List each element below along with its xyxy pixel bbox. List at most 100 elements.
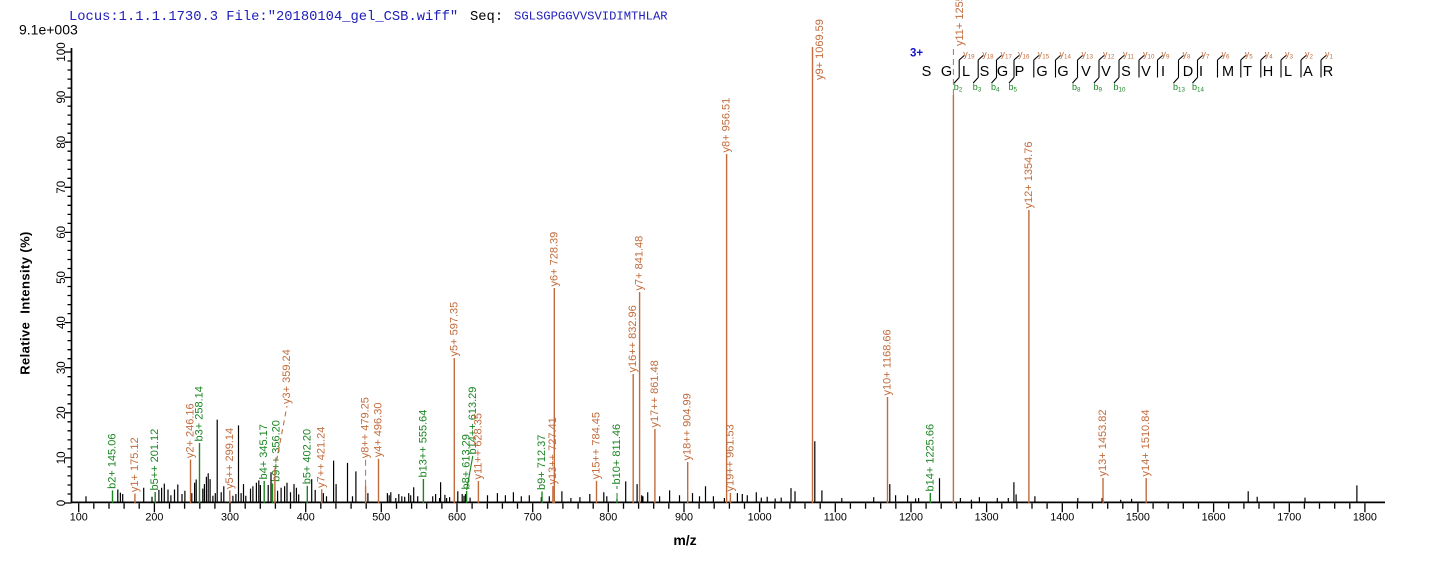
svg-text:1100: 1100 bbox=[824, 512, 847, 524]
svg-text:SGLSGPGGVVSVIDIMTHLAR: SGLSGPGGVVSVIDIMTHLAR bbox=[514, 10, 668, 24]
svg-text:b9: b9 bbox=[1094, 82, 1103, 94]
svg-text:y16: y16 bbox=[1018, 49, 1030, 61]
svg-text:b2+ 145.06: b2+ 145.06 bbox=[107, 434, 119, 489]
svg-text:V: V bbox=[1081, 64, 1091, 80]
svg-text:y8++ 479.25: y8++ 479.25 bbox=[360, 397, 372, 458]
svg-text:y12: y12 bbox=[1103, 49, 1115, 61]
svg-text:y7: y7 bbox=[1202, 49, 1211, 61]
svg-text:m/z: m/z bbox=[673, 532, 696, 548]
svg-text:S: S bbox=[980, 64, 990, 80]
svg-text:y10: y10 bbox=[1143, 49, 1155, 61]
svg-text:200: 200 bbox=[145, 512, 163, 524]
svg-text:y17: y17 bbox=[1001, 49, 1013, 61]
svg-text:y15: y15 bbox=[1038, 49, 1050, 61]
svg-text:y4: y4 bbox=[1265, 49, 1274, 61]
svg-text:1500: 1500 bbox=[1126, 512, 1150, 524]
svg-text:9.1e+003: 9.1e+003 bbox=[19, 22, 78, 38]
svg-text:40: 40 bbox=[56, 316, 68, 329]
svg-text:y5: y5 bbox=[1245, 49, 1254, 61]
svg-text:S: S bbox=[1121, 64, 1131, 80]
svg-text:90: 90 bbox=[56, 91, 68, 104]
svg-text:y13+ 1453.82: y13+ 1453.82 bbox=[1097, 410, 1109, 477]
svg-text:b5++ 201.12: b5++ 201.12 bbox=[149, 429, 161, 491]
svg-text:100: 100 bbox=[56, 42, 68, 61]
svg-text:V: V bbox=[1101, 64, 1111, 80]
svg-text:y3: y3 bbox=[1285, 49, 1294, 61]
svg-text:y7+ 841.48: y7+ 841.48 bbox=[634, 236, 646, 291]
svg-text:y5++ 299.14: y5++ 299.14 bbox=[224, 428, 236, 489]
svg-text:y1+ 175.12: y1+ 175.12 bbox=[129, 437, 141, 492]
svg-text:400: 400 bbox=[297, 512, 315, 524]
svg-text:b9++ 356.20: b9++ 356.20 bbox=[271, 420, 283, 482]
svg-text:b13: b13 bbox=[1173, 82, 1185, 94]
svg-text:y14: y14 bbox=[1060, 49, 1072, 61]
svg-text:y7++ 421.24: y7++ 421.24 bbox=[316, 427, 328, 488]
svg-text:H: H bbox=[1263, 64, 1273, 80]
svg-text:R: R bbox=[1323, 64, 1333, 80]
svg-text:I: I bbox=[1199, 64, 1203, 80]
svg-text:y3+ 359.24: y3+ 359.24 bbox=[281, 349, 293, 404]
svg-text:1200: 1200 bbox=[899, 512, 923, 524]
svg-text:y2+ 246.16: y2+ 246.16 bbox=[185, 403, 197, 458]
svg-text:y15++ 784.45: y15++ 784.45 bbox=[591, 412, 603, 479]
svg-text:500: 500 bbox=[372, 512, 390, 524]
svg-text:y14+ 1510.84: y14+ 1510.84 bbox=[1140, 410, 1152, 477]
svg-text:b3: b3 bbox=[973, 82, 982, 94]
svg-text:y6+ 728.39: y6+ 728.39 bbox=[548, 232, 560, 287]
svg-text:700: 700 bbox=[524, 512, 542, 524]
svg-text:y9: y9 bbox=[1162, 49, 1171, 61]
svg-text:1300: 1300 bbox=[975, 512, 999, 524]
svg-text:b13++ 555.64: b13++ 555.64 bbox=[417, 410, 429, 478]
svg-text:60: 60 bbox=[56, 226, 68, 239]
svg-text:b5+ 402.20: b5+ 402.20 bbox=[301, 429, 313, 484]
svg-text:y11++ 628.35: y11++ 628.35 bbox=[472, 413, 484, 479]
svg-text:y5+ 597.35: y5+ 597.35 bbox=[448, 302, 460, 357]
svg-text:3+: 3+ bbox=[910, 48, 923, 60]
svg-text:y4+ 496.30: y4+ 496.30 bbox=[373, 403, 385, 458]
svg-text:1400: 1400 bbox=[1050, 512, 1074, 524]
svg-text:300: 300 bbox=[221, 512, 239, 524]
svg-text:b4+ 345.17: b4+ 345.17 bbox=[258, 424, 270, 479]
svg-text:100: 100 bbox=[70, 512, 88, 524]
svg-text:20: 20 bbox=[56, 406, 68, 419]
svg-text:L: L bbox=[1284, 64, 1292, 80]
svg-text:80: 80 bbox=[56, 136, 68, 149]
svg-text:y8: y8 bbox=[1183, 49, 1192, 61]
svg-text:y6: y6 bbox=[1222, 49, 1231, 61]
svg-text:b14+ 1225.66: b14+ 1225.66 bbox=[924, 424, 936, 492]
svg-text:70: 70 bbox=[56, 181, 68, 194]
svg-text:b2: b2 bbox=[954, 82, 963, 94]
svg-text:y19: y19 bbox=[963, 49, 975, 61]
svg-text:1600: 1600 bbox=[1202, 512, 1226, 524]
svg-text:T: T bbox=[1243, 64, 1252, 80]
svg-text:50: 50 bbox=[56, 271, 68, 284]
svg-text:y11+ 1255.69: y11+ 1255.69 bbox=[954, 0, 966, 46]
svg-text:y19++ 961.53: y19++ 961.53 bbox=[724, 424, 736, 491]
svg-text:y17++ 861.48: y17++ 861.48 bbox=[649, 360, 661, 427]
svg-text:800: 800 bbox=[599, 512, 617, 524]
svg-text:Locus:1.1.1.1730.3 File:"20180: Locus:1.1.1.1730.3 File:"20180104_gel_CS… bbox=[69, 9, 458, 25]
svg-text:y13++ 727.41: y13++ 727.41 bbox=[547, 417, 559, 484]
svg-text:V: V bbox=[1141, 64, 1151, 80]
svg-text:y1: y1 bbox=[1325, 49, 1334, 61]
svg-text:b3+ 258.14: b3+ 258.14 bbox=[194, 386, 206, 441]
svg-text:y11: y11 bbox=[1123, 49, 1134, 61]
svg-text:P: P bbox=[1015, 64, 1025, 80]
svg-text:b4: b4 bbox=[991, 82, 1000, 94]
svg-text:G: G bbox=[941, 64, 952, 80]
svg-text:b9+ 712.37: b9+ 712.37 bbox=[536, 435, 548, 490]
svg-text:G: G bbox=[997, 64, 1008, 80]
svg-text:G: G bbox=[1057, 64, 1068, 80]
svg-text:y18++ 904.99: y18++ 904.99 bbox=[682, 393, 694, 460]
svg-text:I: I bbox=[1161, 64, 1165, 80]
svg-text:10: 10 bbox=[56, 452, 68, 465]
svg-text:Seq:: Seq: bbox=[470, 10, 503, 25]
svg-text:b8: b8 bbox=[1072, 82, 1081, 94]
svg-text:y13: y13 bbox=[1082, 49, 1094, 61]
svg-text:900: 900 bbox=[675, 512, 693, 524]
svg-text:b10: b10 bbox=[1114, 82, 1126, 94]
svg-text:y12+ 1354.76: y12+ 1354.76 bbox=[1023, 142, 1035, 209]
svg-text:1700: 1700 bbox=[1277, 512, 1301, 524]
svg-text:A: A bbox=[1303, 64, 1313, 80]
svg-text:b5: b5 bbox=[1009, 82, 1018, 94]
